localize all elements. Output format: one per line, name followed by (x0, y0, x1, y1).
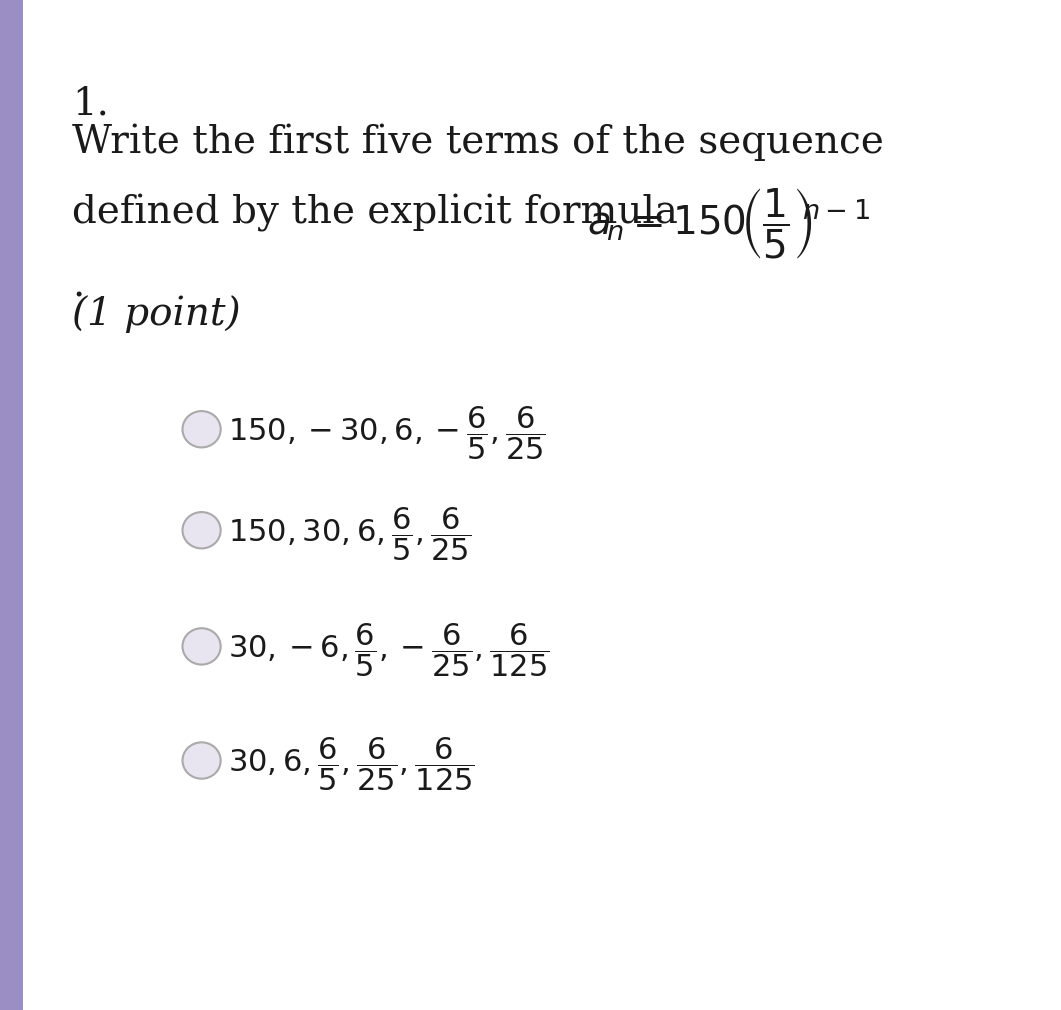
Text: defined by the explicit formula: defined by the explicit formula (72, 194, 691, 232)
Text: .: . (72, 268, 85, 305)
Text: 1.: 1. (72, 86, 109, 123)
Text: $150, 30, 6, \dfrac{6}{5}, \dfrac{6}{25}$: $150, 30, 6, \dfrac{6}{5}, \dfrac{6}{25}… (228, 505, 471, 563)
Text: (1 point): (1 point) (72, 295, 241, 333)
Text: $30, -6, \dfrac{6}{5}, -\dfrac{6}{25}, \dfrac{6}{125}$: $30, -6, \dfrac{6}{5}, -\dfrac{6}{25}, \… (228, 621, 550, 679)
Text: $a_{\!n} = 150\!\left(\dfrac{1}{5}\right)^{\!\!\!n-1}$: $a_{\!n} = 150\!\left(\dfrac{1}{5}\right… (587, 187, 870, 262)
Text: Write the first five terms of the sequence: Write the first five terms of the sequen… (72, 123, 884, 161)
Text: $30, 6, \dfrac{6}{5}, \dfrac{6}{25}, \dfrac{6}{125}$: $30, 6, \dfrac{6}{5}, \dfrac{6}{25}, \df… (228, 735, 475, 793)
Text: $150, -30, 6, -\dfrac{6}{5}, \dfrac{6}{25}$: $150, -30, 6, -\dfrac{6}{5}, \dfrac{6}{2… (228, 404, 546, 462)
